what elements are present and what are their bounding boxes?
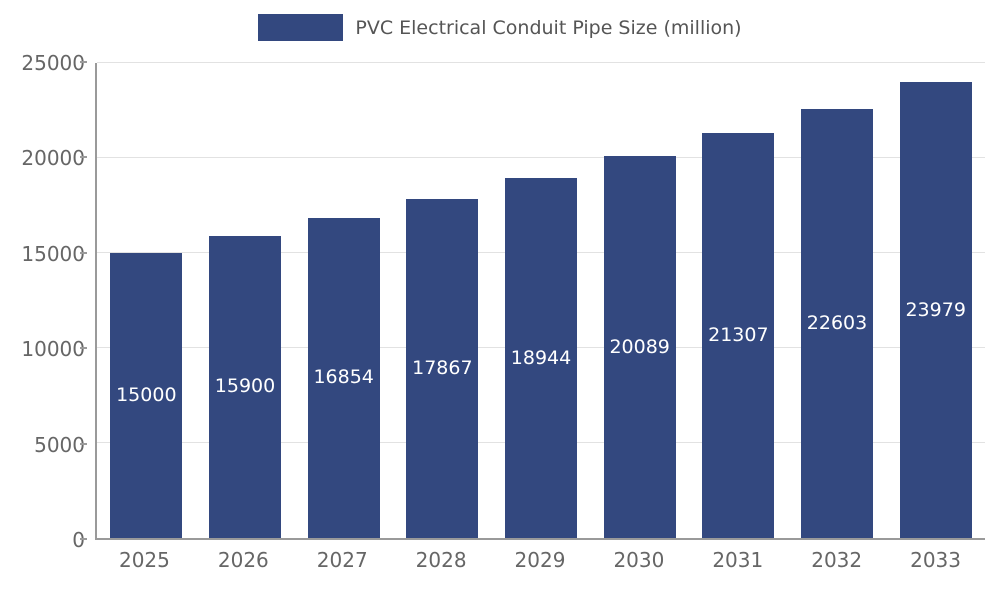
bar-value-label: 18944 [510, 346, 572, 369]
bar-value-label: 17867 [412, 356, 473, 379]
legend-label: PVC Electrical Conduit Pipe Size (millio… [355, 16, 742, 39]
bar-slot: 16854 [294, 63, 393, 538]
bar-2032[interactable]: 22603 [801, 108, 874, 538]
plot-area: 15000 15900 16854 17867 18944 20089 21307 22603… [95, 62, 985, 540]
gridline [97, 157, 985, 158]
x-axis-tick-label: 2033 [910, 548, 962, 572]
bar-slot: 23979 [886, 63, 985, 538]
gridline [97, 62, 985, 63]
bar-2029[interactable]: 18944 [505, 178, 578, 538]
legend-color-swatch [258, 14, 344, 41]
x-axis-tick-label: 2026 [217, 548, 269, 572]
x-axis-tick-label: 2031 [712, 548, 764, 572]
y-axis-tick-label: 20000 [21, 146, 85, 171]
x-axis: 2025 2026 2027 2028 2029 2030 2031 2032 2033 [95, 548, 985, 572]
bar-2033[interactable]: 23979 [899, 82, 972, 538]
bar-value-label: 15000 [116, 384, 177, 406]
y-axis-tick-mark [80, 538, 87, 540]
y-axis-tick-label: 5000 [34, 432, 85, 457]
bar-slot: 15000 [97, 63, 196, 538]
bar-slot: 21307 [689, 63, 788, 538]
bar-slot: 20089 [590, 63, 689, 538]
legend[interactable]: PVC Electrical Conduit Pipe Size (millio… [0, 14, 1000, 41]
bar-value-label: 15900 [214, 375, 276, 398]
bar-2026[interactable]: 15900 [209, 235, 281, 538]
bar-slot: 22603 [788, 63, 887, 538]
x-axis-tick-label: 2032 [811, 548, 863, 572]
bar-2031[interactable]: 21307 [702, 133, 775, 538]
bar-slot: 15900 [196, 63, 295, 538]
bar-slot: 17867 [393, 63, 492, 538]
bar-2025[interactable]: 15000 [110, 253, 183, 538]
bar-value-label: 21307 [708, 324, 769, 347]
y-axis-tick-mark [80, 251, 87, 254]
x-axis-tick-label: 2028 [415, 548, 467, 572]
x-axis-tick-label: 2029 [514, 548, 566, 572]
y-axis-tick-mark [80, 61, 87, 63]
bar-value-label: 20089 [609, 335, 670, 358]
y-axis-tick-mark [80, 442, 87, 445]
bar-slot: 18944 [492, 63, 591, 538]
y-axis-tick-label: 0 [72, 528, 85, 552]
y-axis-tick-label: 25000 [21, 51, 85, 75]
y-axis-tick-label: 15000 [21, 241, 85, 266]
y-axis-tick-mark [80, 156, 87, 159]
x-axis-tick-label: 2027 [316, 548, 368, 572]
x-axis-tick-label: 2030 [613, 548, 665, 572]
y-axis-tick-mark [80, 347, 87, 350]
x-axis-tick-label: 2025 [118, 548, 170, 572]
y-axis-tick-label: 10000 [21, 337, 85, 362]
bar-2027[interactable]: 16854 [307, 217, 380, 538]
bar-2028[interactable]: 17867 [406, 198, 479, 538]
bar-value-label: 16854 [313, 366, 374, 389]
y-axis: 0 5000 10000 15000 20000 25000 [0, 51, 87, 552]
bar-2030[interactable]: 20089 [603, 156, 676, 538]
bars-container: 15000 15900 16854 17867 18944 20089 21307 22603… [97, 63, 985, 538]
bar-value-label: 22603 [806, 311, 868, 334]
bar-value-label: 23979 [905, 298, 966, 321]
